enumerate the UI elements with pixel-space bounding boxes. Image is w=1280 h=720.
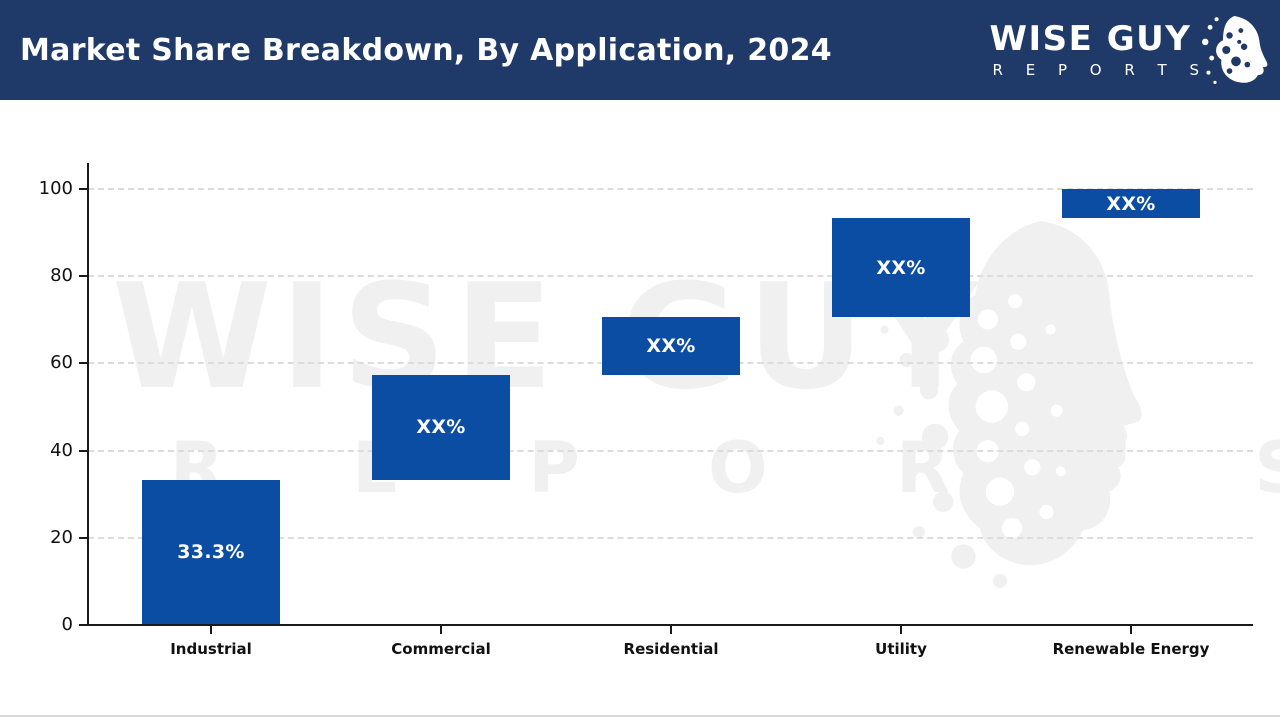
x-tick-label: Residential (623, 640, 719, 658)
brand-logo: WISE GUY R E P O R T S (990, 10, 1270, 90)
x-tick-mark (440, 625, 442, 634)
header: Market Share Breakdown, By Application, … (0, 0, 1280, 100)
bar-utility: XX% (832, 218, 970, 317)
y-tick-mark (79, 624, 88, 626)
x-tick-label: Renewable Energy (1052, 640, 1210, 658)
logo-text: WISE GUY R E P O R T S (990, 22, 1208, 79)
y-tick-mark (79, 536, 88, 539)
x-tick-label: Commercial (391, 640, 491, 658)
bar-value-label: XX% (1106, 192, 1156, 215)
logo-reports-label: R E P O R T S (992, 60, 1208, 79)
bar-value-label: 33.3% (177, 541, 245, 564)
chart-title: Market Share Breakdown, By Application, … (20, 32, 832, 68)
y-tick-mark (79, 188, 88, 191)
gridline (88, 449, 1253, 452)
logo-head-icon (1202, 16, 1268, 84)
gridline (88, 536, 1253, 539)
bar-renewable-energy: XX% (1062, 189, 1200, 219)
x-tick-label: Industrial (170, 640, 252, 658)
bar-value-label: XX% (646, 334, 696, 357)
x-tick-mark (670, 625, 672, 634)
gridline (88, 275, 1253, 278)
logo-wordmark: WISE GUY (989, 18, 1192, 59)
y-tick-label: 80 (50, 265, 73, 287)
x-tick-mark (210, 625, 212, 634)
y-axis-line (87, 163, 89, 626)
y-tick-label: 20 (50, 526, 73, 548)
x-tick-mark (900, 625, 902, 634)
y-tick-label: 40 (50, 439, 73, 461)
y-tick-mark (79, 275, 88, 278)
gridline (88, 188, 1253, 191)
bar-industrial: 33.3% (142, 479, 280, 625)
y-tick-mark (79, 449, 88, 452)
plot-area: 0 20 40 60 80 100 Industrial 33.3% Commercial XX%… (39, 163, 1253, 658)
bar-value-label: XX% (876, 256, 926, 279)
y-tick-label: 60 (50, 352, 73, 374)
x-tick-mark (1130, 625, 1132, 634)
bar-commercial: XX% (372, 374, 510, 480)
y-tick-label: 100 (38, 178, 73, 200)
y-tick-label: 0 (61, 614, 73, 636)
bar-value-label: XX% (416, 416, 466, 439)
y-tick-mark (79, 362, 88, 365)
bottom-border (0, 715, 1280, 717)
bar-residential: XX% (602, 316, 740, 375)
x-tick-label: Utility (875, 640, 927, 658)
